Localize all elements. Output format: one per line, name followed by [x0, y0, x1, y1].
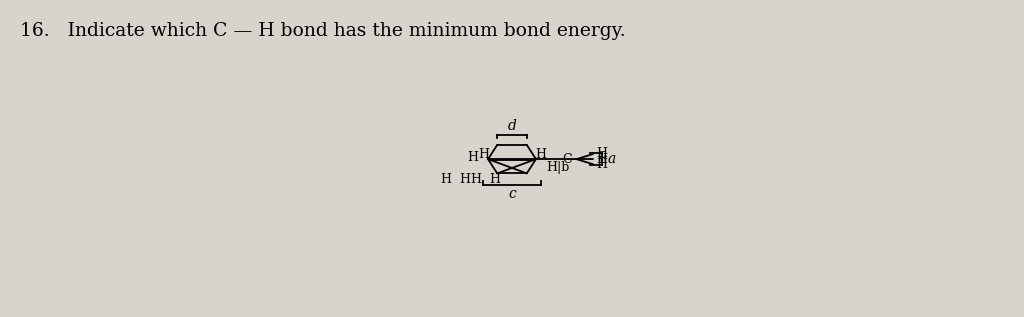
Text: H  HH  H: H HH H [441, 172, 501, 186]
Text: H: H [535, 148, 546, 161]
Text: H|b: H|b [546, 160, 569, 174]
Text: c: c [508, 187, 516, 201]
Text: 16.   Indicate which C — H bond has the minimum bond energy.: 16. Indicate which C — H bond has the mi… [20, 22, 626, 40]
Text: C: C [562, 152, 571, 166]
Text: d: d [508, 119, 516, 133]
Text: H: H [596, 152, 607, 166]
Text: H: H [596, 147, 607, 160]
Text: a: a [607, 152, 615, 166]
Text: H: H [478, 148, 489, 161]
Text: H: H [596, 158, 607, 171]
Text: H: H [467, 151, 478, 164]
